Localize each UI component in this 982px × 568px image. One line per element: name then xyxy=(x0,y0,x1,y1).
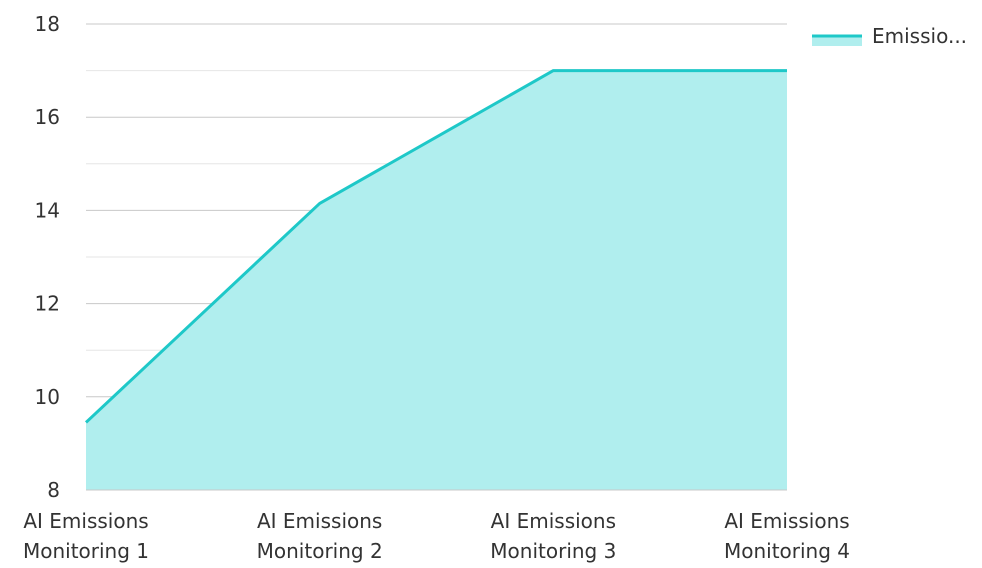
y-tick-label: 10 xyxy=(35,385,60,409)
x-tick-label-line: Monitoring 3 xyxy=(490,539,616,563)
x-tick-label-line: AI Emissions xyxy=(23,509,148,533)
x-axis-ticks: AI Emissions Monitoring 1 AI Emissions Moni… xyxy=(23,509,850,563)
y-tick-label: 14 xyxy=(35,198,60,222)
x-tick-label-line: AI Emissions xyxy=(724,509,849,533)
series-area-fill xyxy=(86,71,787,490)
y-axis-ticks: 8 10 12 14 16 18 xyxy=(35,12,60,502)
y-tick-label: 8 xyxy=(47,478,60,502)
x-tick-label: AI Emissions Monitoring 4 xyxy=(724,509,850,563)
legend-label: Emissio... xyxy=(872,24,967,48)
x-tick-label: AI Emissions Monitoring 1 xyxy=(23,509,149,563)
x-tick-label-line: AI Emissions xyxy=(257,509,382,533)
x-tick-label: AI Emissions Monitoring 2 xyxy=(257,509,383,563)
plot-area xyxy=(86,71,787,490)
y-tick-label: 18 xyxy=(35,12,60,36)
x-tick-label-line: Monitoring 4 xyxy=(724,539,850,563)
y-tick-label: 12 xyxy=(35,292,60,316)
x-tick-label: AI Emissions Monitoring 3 xyxy=(490,509,616,563)
x-tick-label-line: Monitoring 2 xyxy=(257,539,383,563)
legend[interactable]: Emissio... xyxy=(812,24,967,48)
y-tick-label: 16 xyxy=(35,105,60,129)
x-tick-label-line: Monitoring 1 xyxy=(23,539,149,563)
x-tick-label-line: AI Emissions xyxy=(491,509,616,533)
